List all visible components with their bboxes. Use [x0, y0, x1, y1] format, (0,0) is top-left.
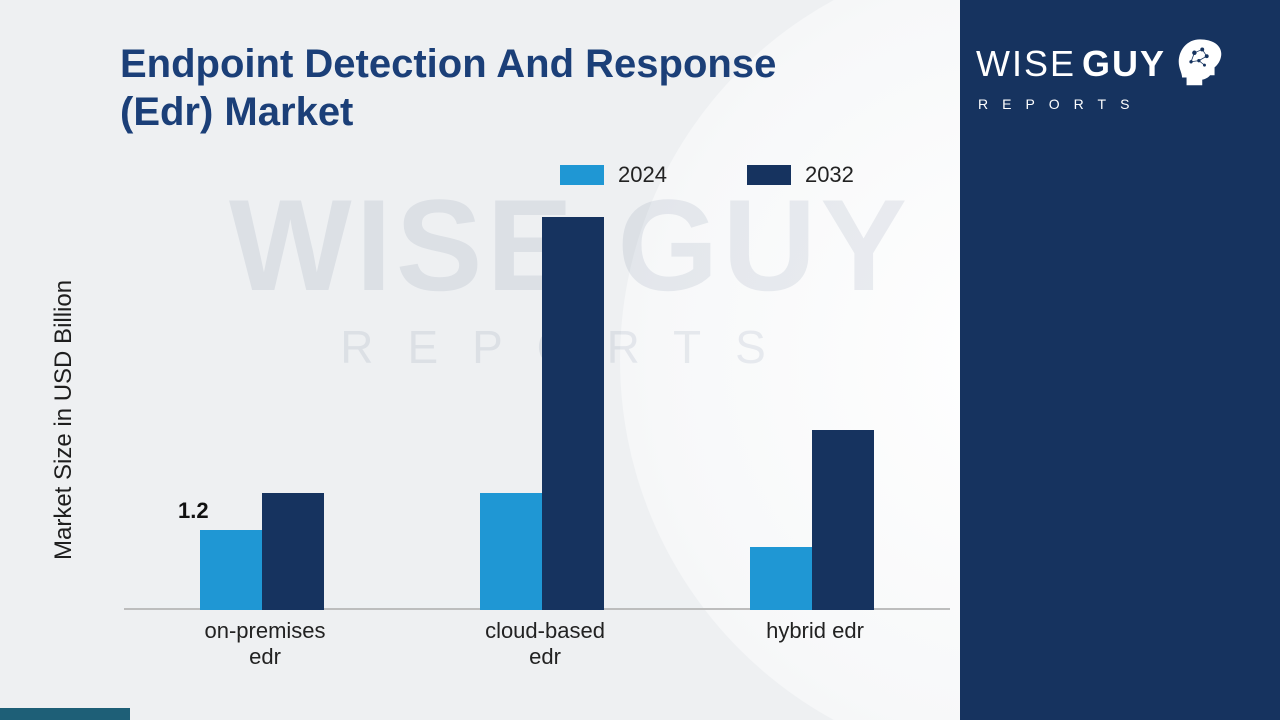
- value-label-on-premises-2024: 1.2: [178, 498, 209, 524]
- brand-logo-main: WISE GUY: [976, 36, 1246, 92]
- legend-item-2024: 2024: [560, 162, 667, 188]
- chart-title: Endpoint Detection And Response (Edr) Ma…: [120, 40, 860, 136]
- bar-on-premises-2024: [200, 530, 262, 610]
- legend-item-2032: 2032: [747, 162, 854, 188]
- plot-area: 1.2 on-premisesedr cloud-basededr hybrid…: [130, 210, 950, 610]
- bar-cloud-based-2032: [542, 217, 604, 610]
- x-label-cloud-based: cloud-basededr: [445, 618, 645, 671]
- brand-name-guy: GUY: [1082, 46, 1166, 82]
- bar-hybrid-2032: [812, 430, 874, 610]
- y-tick: [124, 608, 130, 610]
- brand-subtitle: REPORTS: [978, 96, 1246, 112]
- bar-on-premises-2032: [262, 493, 324, 610]
- y-axis-label: Market Size in USD Billion: [50, 280, 78, 560]
- brand-name-wise: WISE: [976, 46, 1076, 82]
- brand-logo: WISE GUY REPORTS: [976, 36, 1246, 112]
- legend-label-2032: 2032: [805, 162, 854, 188]
- legend-swatch-2024: [560, 165, 604, 185]
- bar-hybrid-2024: [750, 547, 812, 610]
- legend-label-2024: 2024: [618, 162, 667, 188]
- bottom-accent-bar: [0, 708, 130, 720]
- legend: 2024 2032: [560, 162, 854, 188]
- chart-card: WISE GUY REPORTS Endpoint Detection And …: [0, 0, 1280, 720]
- x-label-on-premises: on-premisesedr: [165, 618, 365, 671]
- brain-head-icon: [1172, 36, 1228, 92]
- x-label-hybrid: hybrid edr: [715, 618, 915, 644]
- legend-swatch-2032: [747, 165, 791, 185]
- bar-cloud-based-2024: [480, 493, 542, 610]
